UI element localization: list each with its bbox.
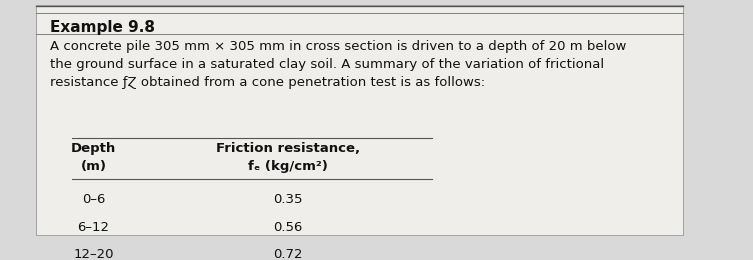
Text: 0.56: 0.56 [273, 221, 303, 234]
Text: A concrete pile 305 mm × 305 mm in cross section is driven to a depth of 20 m be: A concrete pile 305 mm × 305 mm in cross… [50, 40, 626, 89]
Text: 0–6: 0–6 [82, 193, 105, 206]
Text: Example 9.8: Example 9.8 [50, 20, 155, 35]
Text: Depth: Depth [71, 142, 116, 155]
Text: 0.35: 0.35 [273, 193, 303, 206]
Text: (m): (m) [81, 160, 106, 173]
FancyBboxPatch shape [36, 5, 684, 235]
Text: 6–12: 6–12 [78, 221, 109, 234]
Text: fₑ (kg/cm²): fₑ (kg/cm²) [248, 160, 328, 173]
Text: Friction resistance,: Friction resistance, [215, 142, 360, 155]
Text: 0.72: 0.72 [273, 248, 303, 260]
Text: 12–20: 12–20 [73, 248, 114, 260]
